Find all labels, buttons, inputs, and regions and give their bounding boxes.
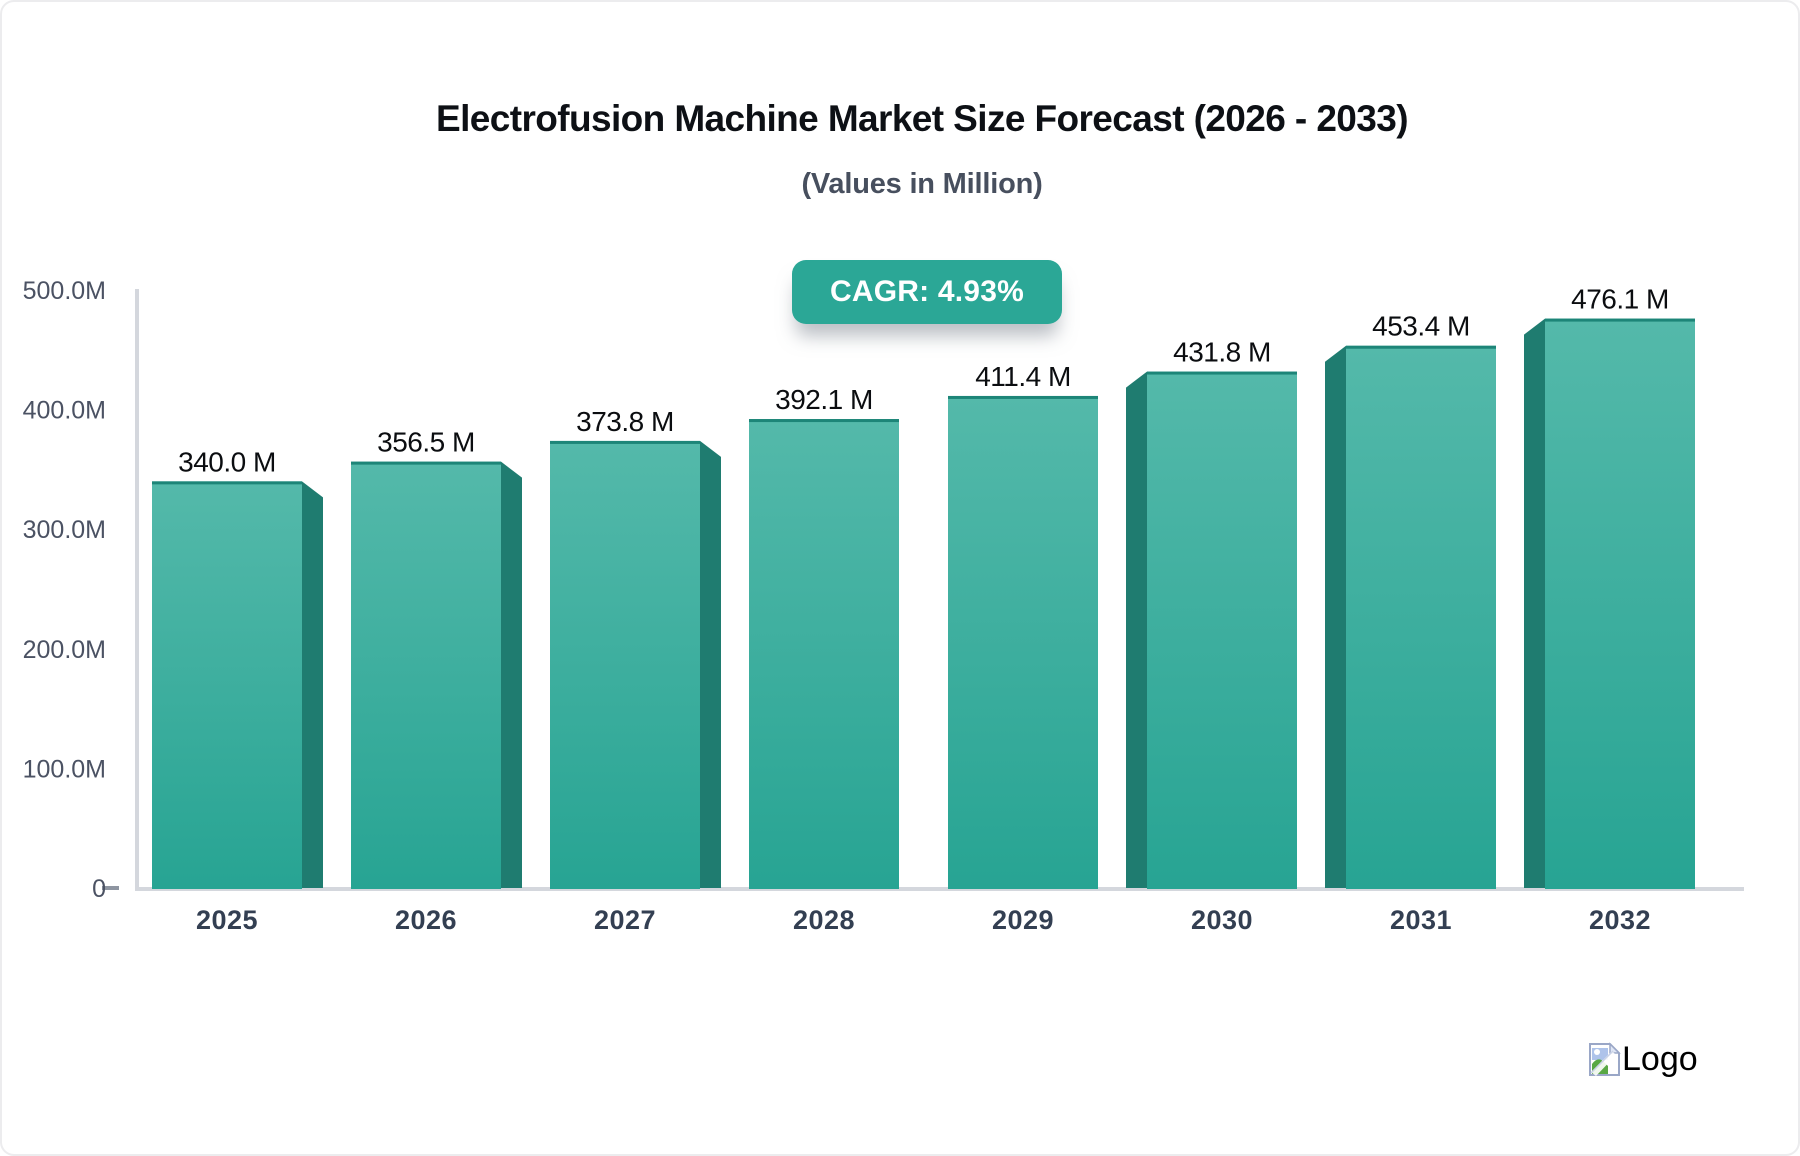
chart-title: Electrofusion Machine Market Size Foreca… [436, 98, 1409, 139]
x-axis-category-label: 2028 [793, 905, 855, 935]
bar[interactable] [1147, 371, 1297, 889]
bar-top-edge [749, 419, 899, 423]
bar-value-label: 431.8 M [1173, 337, 1271, 368]
bar-side-face [1126, 371, 1147, 888]
x-axis-line [135, 887, 1744, 891]
bar[interactable] [550, 440, 700, 889]
x-axis-category-label: 2027 [594, 905, 656, 935]
bar[interactable] [1346, 345, 1496, 889]
bar-value-label: 392.1 M [775, 384, 873, 415]
bar-value-label: 453.4 M [1372, 311, 1470, 342]
broken-image-icon [1589, 1042, 1621, 1076]
x-axis-category-label: 2031 [1390, 905, 1452, 935]
bar-side-face [501, 461, 522, 888]
cagr-badge-label: CAGR: 4.93% [830, 275, 1024, 308]
bar-top-edge [948, 395, 1098, 399]
x-axis-category-label: 2030 [1191, 905, 1253, 935]
bar-value-label: 356.5 M [377, 427, 475, 458]
bar[interactable] [351, 461, 501, 889]
x-axis-category-label: 2026 [395, 905, 457, 935]
x-axis-category-label: 2029 [992, 905, 1054, 935]
chart-subtitle: (Values in Million) [801, 168, 1043, 200]
bar-value-label: 476.1 M [1571, 284, 1669, 315]
bar[interactable] [749, 419, 899, 889]
y-axis-tick-label: 100.0M [23, 755, 106, 783]
zero-tick-mark [102, 886, 119, 890]
logo-alt-text: Logo [1622, 1040, 1698, 1078]
y-axis-tick-label: 500.0M [23, 277, 106, 305]
cagr-badge: CAGR: 4.93% [792, 260, 1062, 324]
bar-side-face [700, 440, 721, 888]
bar-top-edge [550, 440, 700, 444]
bar-top-edge [1346, 345, 1496, 349]
bar[interactable] [152, 481, 302, 889]
bar-side-face [1524, 318, 1545, 888]
y-axis-tick-label: 400.0M [23, 397, 106, 425]
bar-top-edge [1147, 371, 1297, 375]
x-axis-category-label: 2032 [1589, 905, 1651, 935]
bar-top-edge [152, 481, 302, 485]
bar[interactable] [1545, 318, 1695, 889]
bar-top-edge [1545, 318, 1695, 322]
bar-top-edge [351, 461, 501, 465]
logo: Logo [1588, 1040, 1698, 1079]
bar-side-face [1325, 345, 1346, 888]
bar-side-face [302, 481, 323, 888]
y-axis-tick-label: 0 [92, 875, 106, 903]
y-axis-tick-label: 200.0M [23, 636, 106, 664]
bar[interactable] [948, 395, 1098, 889]
y-axis-line [135, 289, 139, 890]
bar-value-label: 411.4 M [975, 361, 1071, 392]
bar-value-label: 373.8 M [576, 406, 674, 437]
bar-value-label: 340.0 M [178, 446, 276, 477]
y-axis-tick-label: 300.0M [23, 516, 106, 544]
x-axis-category-label: 2025 [196, 905, 258, 935]
